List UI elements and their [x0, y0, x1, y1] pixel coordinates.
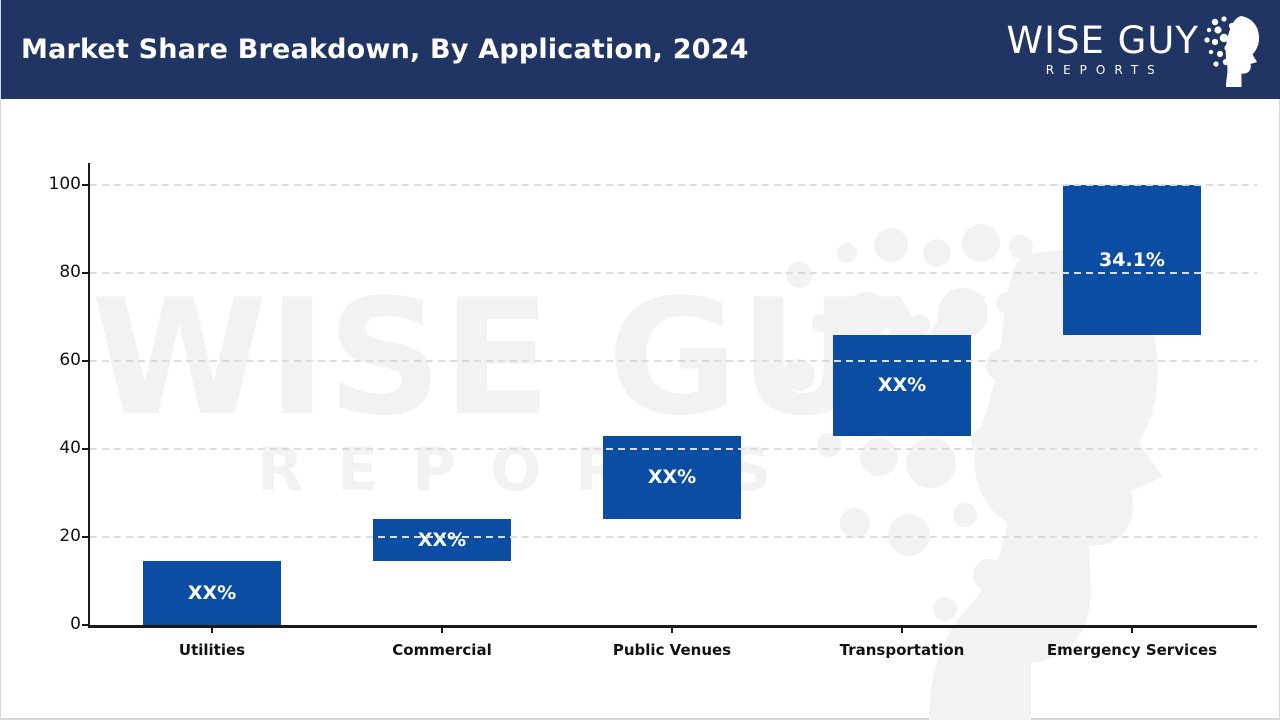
gridline-80	[90, 272, 1257, 274]
bar-value-label: XX%	[647, 466, 697, 489]
y-axis-tick-label: 20	[59, 526, 81, 546]
y-axis-tick-mark	[82, 360, 90, 362]
gridline-100	[90, 184, 1257, 186]
y-axis-tick-mark	[82, 448, 90, 450]
logo-face-icon	[1204, 15, 1260, 87]
x-axis-tick-mark	[1131, 626, 1133, 633]
report-header: Market Share Breakdown, By Application, …	[1, 0, 1280, 99]
y-axis-tick-mark	[82, 184, 90, 186]
category-label-utilities: Utilities	[178, 641, 246, 659]
gridline-60	[90, 360, 1257, 362]
x-axis-line	[88, 625, 1257, 628]
category-label-emergency-services: Emergency Services	[1046, 641, 1218, 659]
logo-line1: WISE GUY	[1006, 19, 1199, 62]
bar-value-label: 34.1%	[1099, 249, 1165, 272]
y-axis-tick-label: 100	[48, 174, 81, 194]
y-axis-tick-label: 0	[70, 614, 81, 634]
gridline-20	[90, 536, 1257, 538]
category-label-commercial: Commercial	[392, 641, 492, 659]
y-axis-line	[88, 163, 90, 628]
gridline-40	[90, 448, 1257, 450]
y-axis-tick-mark	[82, 624, 90, 626]
y-axis-tick-mark	[82, 272, 90, 274]
y-axis-tick-label: 80	[59, 262, 81, 282]
y-axis-tick-label: 40	[59, 438, 81, 458]
x-axis-tick-mark	[671, 626, 673, 633]
bar-value-label: XX%	[877, 374, 927, 397]
logo-wordmark: WISE GUY REPORTS	[1007, 22, 1199, 77]
logo-line2: REPORTS	[1045, 63, 1164, 77]
bar-utilities: XX%	[143, 561, 281, 625]
x-axis-tick-mark	[441, 626, 443, 633]
x-axis-tick-mark	[211, 626, 213, 633]
bar-emergency-services: 34.1%	[1063, 185, 1201, 336]
category-label-public-venues: Public Venues	[612, 641, 732, 659]
bar-value-label: XX%	[417, 529, 467, 552]
category-label-transportation: Transportation	[839, 641, 965, 659]
y-axis-tick-label: 60	[59, 350, 81, 370]
chart-title: Market Share Breakdown, By Application, …	[21, 34, 749, 65]
x-axis-tick-mark	[901, 626, 903, 633]
bar-transportation: XX%	[833, 335, 971, 436]
wise-guy-reports-logo: WISE GUY REPORTS	[1007, 13, 1263, 87]
bar-value-label: XX%	[187, 582, 237, 605]
bar-commercial: XX%	[373, 518, 511, 562]
y-axis-tick-mark	[82, 536, 90, 538]
